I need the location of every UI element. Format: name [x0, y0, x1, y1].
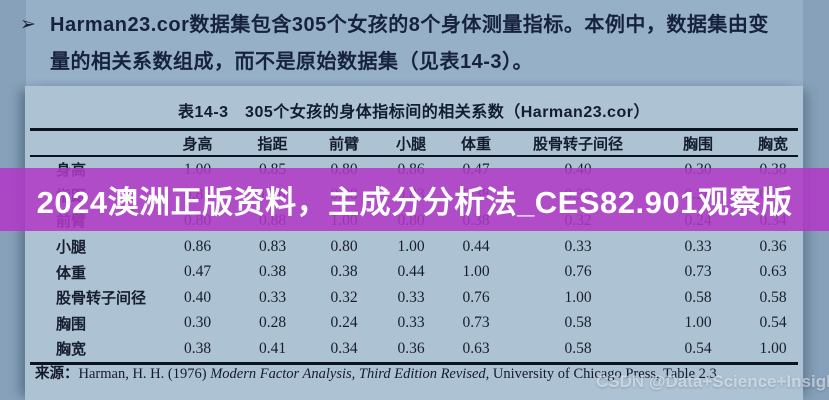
correlation-cell: 0.33: [684, 237, 712, 255]
correlation-cell: 0.32: [330, 288, 358, 306]
column-header: 体重: [460, 135, 491, 153]
source-note: 来源：Harman, H. H. (1976) Modern Factor An…: [35, 362, 795, 383]
intro-text-line-1: Harman23.cor数据集包含305个女孩的8个身体测量指标。本例中，数据集…: [50, 14, 769, 36]
correlation-cell: 0.38: [330, 263, 358, 281]
correlation-cell: 0.33: [258, 288, 287, 306]
correlation-cell: 0.40: [183, 288, 212, 306]
correlation-cell: 0.24: [330, 314, 358, 332]
correlation-cell: 0.47: [183, 263, 212, 281]
row-label: 股骨转子间径: [56, 290, 147, 308]
correlation-cell: 0.34: [330, 339, 358, 357]
correlation-cell: 0.36: [759, 237, 787, 255]
correlation-cell: 0.63: [462, 339, 490, 357]
correlation-cell: 1.00: [684, 314, 712, 332]
source-citation-tail: , University of Chicago Press, Table 2.3: [485, 366, 717, 382]
column-header: 指距: [257, 135, 288, 153]
source-citation-italic: Modern Factor Analysis, Third Edition Re…: [210, 366, 486, 382]
correlation-cell: 0.73: [684, 263, 712, 281]
arrow-bullet-icon: ➢: [20, 14, 36, 35]
correlation-cell: 0.33: [397, 314, 425, 332]
table-row: 胸宽 0.38 0.41 0.34 0.36 0.63 0.58 0.54 1.00: [30, 336, 798, 363]
intro-text-line-2: 量的相关系数组成，而不是原始数据集（见表14-3）。: [50, 51, 534, 73]
correlation-cell: 0.28: [258, 314, 287, 332]
correlation-cell: 0.76: [462, 288, 490, 306]
row-label: 胸宽: [56, 341, 87, 359]
table-panel: 表14-3 305个女孩的身体指标间的相关系数（Harman23.cor） 身高…: [25, 86, 803, 400]
correlation-cell: 0.54: [684, 339, 712, 357]
correlation-cell: 1.00: [759, 339, 787, 357]
correlation-cell: 0.54: [759, 314, 787, 332]
column-header: 身高: [182, 135, 213, 153]
row-label-column-header: [30, 130, 160, 157]
correlation-cell: 0.30: [183, 314, 212, 332]
correlation-cell: 0.33: [564, 237, 592, 255]
column-header: 股骨转子间径: [532, 135, 623, 153]
table-title: 表14-3 305个女孩的身体指标间的相关系数（Harman23.cor）: [178, 104, 650, 121]
intro-paragraph: ➢ Harman23.cor数据集包含305个女孩的8个身体测量指标。本例中，数…: [20, 7, 810, 81]
correlation-cell: 0.63: [759, 263, 787, 281]
correlation-cell: 0.44: [462, 237, 490, 255]
correlation-cell: 0.58: [759, 288, 787, 306]
correlation-cell: 0.41: [258, 339, 287, 357]
source-prefix: 来源：: [35, 366, 79, 382]
correlation-cell: 0.38: [258, 263, 287, 281]
column-header: 前臂: [328, 135, 359, 153]
table-row: 胸围 0.30 0.28 0.24 0.33 0.73 0.58 1.00 0.54: [30, 311, 798, 337]
correlation-cell: 0.73: [462, 314, 490, 332]
correlation-cell: 1.00: [462, 263, 490, 281]
correlation-cell: 1.00: [564, 288, 592, 306]
column-header: 胸围: [682, 135, 713, 153]
correlation-cell: 0.38: [183, 339, 212, 357]
intro-text: Harman23.cor数据集包含305个女孩的8个身体测量指标。本例中，数据集…: [50, 7, 810, 81]
correlation-cell: 0.58: [684, 288, 712, 306]
correlation-cell: 0.58: [564, 339, 592, 357]
csdn-watermark: CSDN @Data+Science+Insight: [596, 372, 829, 391]
source-citation: Harman, H. H. (1976): [78, 366, 211, 382]
correlation-cell: 0.86: [183, 237, 212, 255]
correlation-cell: 0.58: [564, 314, 592, 332]
overlay-ad-banner-text[interactable]: 2024澳洲正版资料，主成分分析法_CES82.901观察版: [36, 185, 793, 220]
column-header: 胸宽: [757, 135, 788, 153]
row-label: 小腿: [56, 239, 87, 257]
table-row: 体重 0.47 0.38 0.38 0.44 1.00 0.76 0.73 0.63: [30, 259, 798, 285]
row-label: 胸围: [56, 315, 87, 333]
row-label: 体重: [56, 264, 87, 282]
overlay-ad-banner[interactable]: 2024澳洲正版资料，主成分分析法_CES82.901观察版: [0, 168, 829, 231]
table-header-row: 身高 指距 前臂 小腿 体重 股骨转子间径 胸围 胸宽: [30, 130, 798, 157]
table-row: 股骨转子间径 0.40 0.33 0.32 0.33 0.76 1.00 0.58 0.58: [30, 285, 798, 311]
correlation-cell: 1.00: [397, 237, 425, 255]
column-header: 小腿: [395, 135, 426, 153]
correlation-cell: 0.83: [258, 237, 287, 255]
correlation-cell: 0.80: [330, 237, 358, 255]
correlation-cell: 0.44: [397, 263, 425, 281]
correlation-cell: 0.76: [564, 263, 592, 281]
correlation-cell: 0.33: [397, 288, 425, 306]
table-row: 小腿 0.86 0.83 0.80 1.00 0.44 0.33 0.33 0.36: [30, 234, 798, 260]
correlation-cell: 0.36: [397, 339, 425, 357]
